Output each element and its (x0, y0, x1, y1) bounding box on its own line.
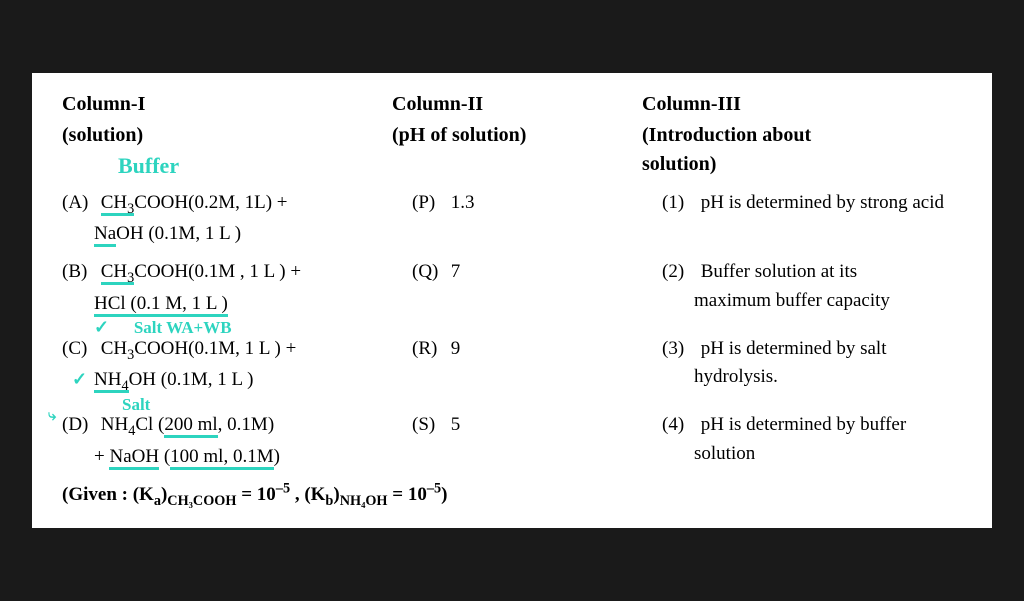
rowC-oh: OH (0.1M, 1 L ) (129, 369, 254, 390)
rowC-nh: NH (94, 369, 121, 390)
rowB-Qval: 7 (451, 261, 461, 282)
given-sub2: NH₄OH (340, 493, 388, 509)
rowB-hcl: HCl (0.1 M, 1 L ) (94, 293, 228, 317)
rowC-3text: pH is determined by salt (701, 338, 887, 359)
rowB-col1: (B) CH3COOH(0.1M , 1 L ) + HCl (0.1 M, 1… (62, 258, 392, 342)
rowA-1text: pH is determined by strong acid (701, 192, 944, 213)
row-A: (A) CH3COOH(0.2M, 1L) + NaOH (0.1M, 1 L … (62, 189, 962, 249)
rowD-Sval: 5 (451, 414, 461, 435)
rowC-col1: (C) CH3COOH(0.1M, 1 L ) + ✓ NH4OH (0.1M,… (62, 335, 392, 420)
given-a: a (154, 493, 161, 509)
rowD-nh: NH (101, 414, 128, 435)
document-page: Column-I Column-II Column-III (solution)… (32, 73, 992, 528)
row-B: (B) CH3COOH(0.1M , 1 L ) + HCl (0.1 M, 1… (62, 258, 962, 342)
rowD-col2: (S) 5 (392, 411, 662, 471)
subheader-col1: (solution) (62, 124, 392, 147)
rowD-4text: pH is determined by buffer (701, 414, 906, 435)
subheader-col2: (pH of solution) (392, 124, 642, 147)
given-mid: , (K (290, 484, 325, 505)
handwriting-buffer: Buffer (118, 153, 179, 178)
solution-line: Buffer solution) (62, 153, 962, 179)
given-eq2: = 10 (388, 484, 427, 505)
rowA-col2: (P) 1.3 (392, 189, 662, 249)
rowC-ch: CH (101, 338, 127, 359)
rowA-rest: COOH(0.2M, 1L) + (134, 192, 287, 213)
rowB-Q: (Q) (412, 258, 446, 287)
subheader-col3: (Introduction about (642, 124, 962, 147)
rowD-plus: + NaOH (100 ml, 0.1M) (94, 446, 280, 470)
rowA-col1: (A) CH3COOH(0.2M, 1L) + NaOH (0.1M, 1 L … (62, 189, 392, 249)
rowD-curve-icon: ⤷ (48, 405, 56, 428)
rowA-col3: (1) pH is determined by strong acid (662, 189, 962, 249)
rowC-Rval: 9 (451, 338, 461, 359)
rowB-col2: (Q) 7 (392, 258, 662, 342)
rowC-R: (R) (412, 335, 446, 364)
rowA-ch: CH (101, 192, 127, 213)
rowA-na: Na (94, 223, 116, 247)
rowB-2text: Buffer solution at its (701, 261, 857, 282)
rowD-4: (4) (662, 411, 696, 440)
column-headers: Column-I Column-II Column-III (62, 93, 962, 116)
header-col2: Column-II (392, 93, 642, 116)
given-line: (Given : (Ka)CH₃COOH = 10–5 , (Kb)NH₄OH … (62, 481, 962, 510)
rowB-2text2: maximum buffer capacity (662, 287, 962, 316)
rowD-S: (S) (412, 411, 446, 440)
subheader-col3b: solution) (642, 153, 962, 179)
rowD-label: (D) (62, 414, 88, 435)
rowC-col3: (3) pH is determined by salt hydrolysis. (662, 335, 962, 420)
rowC-rest: COOH(0.1M, 1 L ) + (134, 338, 296, 359)
given-prefix: (Given : (K (62, 484, 154, 505)
rowD-4text2: solution (662, 440, 962, 469)
rowB-2: (2) (662, 258, 696, 287)
rowA-P: (P) (412, 189, 446, 218)
rowA-1: (1) (662, 189, 696, 218)
row-D: ⤷ (D) NH4Cl (200 ml, 0.1M) + NaOH (100 m… (62, 411, 962, 471)
rowD-col1: ⤷ (D) NH4Cl (200 ml, 0.1M) + NaOH (100 m… (62, 411, 392, 471)
rowC-nhsub: 4 (121, 378, 128, 394)
row-C: (C) CH3COOH(0.1M, 1 L ) + ✓ NH4OH (0.1M,… (62, 335, 962, 420)
rowC-3text2: hydrolysis. (662, 363, 962, 392)
rowD-col3: (4) pH is determined by buffer solution (662, 411, 962, 471)
header-col1: Column-I (62, 93, 392, 116)
rowA-oh: OH (0.1M, 1 L ) (116, 223, 241, 244)
sub-headers: (solution) (pH of solution) (Introductio… (62, 124, 962, 147)
given-exp1: –5 (276, 481, 290, 497)
given-eq1: = 10 (236, 484, 275, 505)
rowC-label: (C) (62, 335, 96, 364)
rowB-col3: (2) Buffer solution at its maximum buffe… (662, 258, 962, 342)
rowB-ch: CH (101, 261, 127, 282)
given-suffix: ) (441, 484, 447, 505)
header-col3: Column-III (642, 93, 962, 116)
rowA-Pval: 1.3 (451, 192, 475, 213)
rowB-label: (B) (62, 258, 96, 287)
given-exp2: –5 (427, 481, 441, 497)
rowA-label: (A) (62, 189, 96, 218)
rowC-3: (3) (662, 335, 696, 364)
given-sub1: CH₃COOH (167, 493, 236, 509)
given-b: b (325, 493, 333, 509)
rowB-rest: COOH(0.1M , 1 L ) + (134, 261, 301, 282)
rowD-rest: Cl (200 ml, 0.1M) (135, 414, 274, 438)
rowC-col2: (R) 9 (392, 335, 662, 420)
rowC-tick: ✓ (72, 366, 87, 393)
